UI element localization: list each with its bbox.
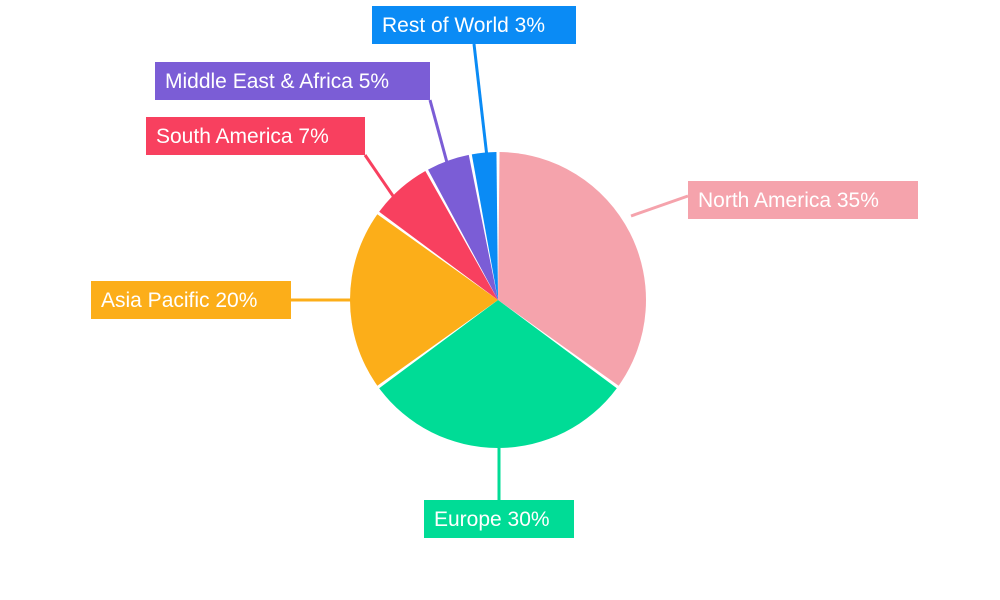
pie-label-north-america[interactable]: North America 35% [688,181,918,219]
pie-label-text-south-america: South America 7% [156,124,329,148]
pie-slice-rest-of-world[interactable] [471,152,498,300]
pie-label-text-middle-east-africa: Middle East & Africa 5% [165,69,390,93]
leader-line-north-america [630,194,689,218]
pie-slice-north-america[interactable] [498,152,646,386]
pie-label-text-europe: Europe 30% [434,507,550,531]
leader-line-rest-of-world [472,43,489,158]
pie-label-middle-east-africa[interactable]: Middle East & Africa 5% [155,62,430,100]
pie-label-text-north-america: North America 35% [698,188,879,212]
pie-label-text-asia-pacific: Asia Pacific 20% [101,288,258,312]
pie-label-asia-pacific[interactable]: Asia Pacific 20% [91,281,291,319]
pie-slice-middle-east-africa[interactable] [428,154,498,300]
pie-slice-group [350,152,646,449]
pie-slice-south-america[interactable] [379,171,498,300]
pie-label-text-rest-of-world: Rest of World 3% [382,13,546,37]
pie-label-south-america[interactable]: South America 7% [146,117,365,155]
pie-label-rest-of-world[interactable]: Rest of World 3% [372,6,576,44]
pie-label-europe[interactable]: Europe 30% [424,500,574,538]
pie-slice-asia-pacific[interactable] [350,214,498,386]
pie-slice-europe[interactable] [379,300,617,449]
